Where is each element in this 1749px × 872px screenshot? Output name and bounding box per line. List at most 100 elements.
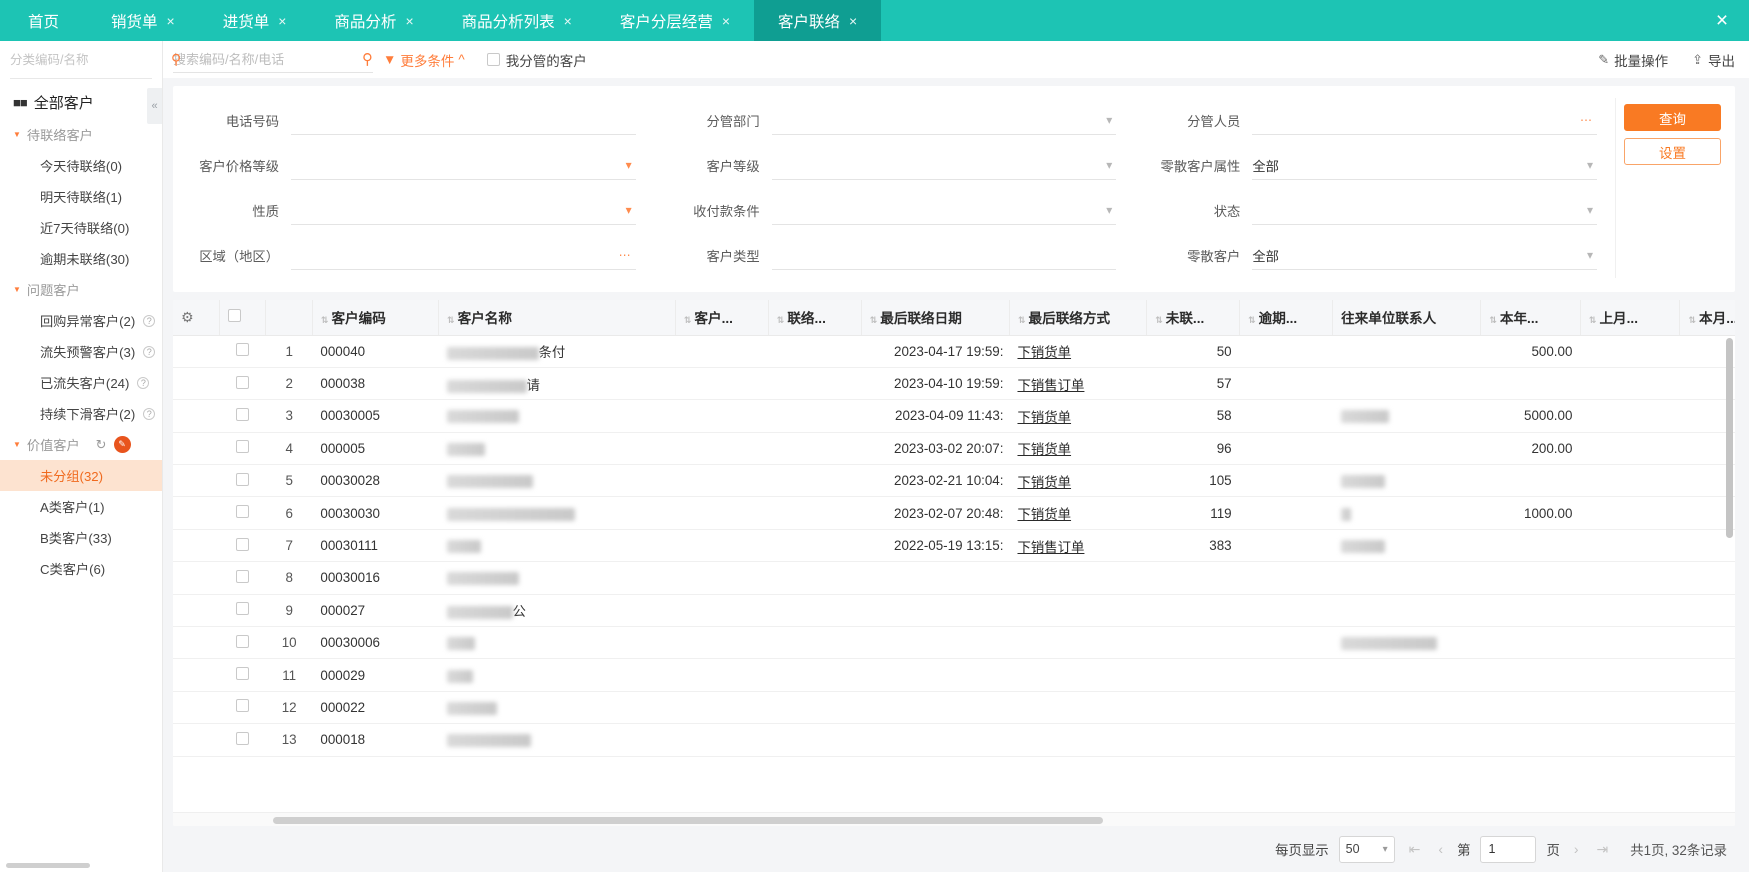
column-header-code[interactable]: ⇅ 客户编码 <box>312 300 440 336</box>
cell-last-contact-method[interactable]: 下销货单 <box>1009 464 1147 498</box>
sidebar-item-class-b[interactable]: B类客户(33) <box>0 522 162 553</box>
sidebar-horizontal-scrollbar[interactable] <box>6 863 90 868</box>
tab-close-icon[interactable]: × <box>278 12 287 29</box>
first-page-button[interactable]: ⇤ <box>1408 840 1421 857</box>
sidebar-search[interactable]: ⚲ <box>10 41 181 79</box>
tab-close-icon[interactable]: × <box>405 12 414 29</box>
row-checkbox-cell[interactable] <box>219 691 266 725</box>
filter-retail-attribute-select[interactable]: 全部 ▾ <box>1252 152 1597 180</box>
cell-last-contact-method[interactable] <box>1009 594 1147 628</box>
column-settings-header[interactable]: ⚙ <box>173 300 220 336</box>
row-checkbox-cell[interactable] <box>219 335 266 368</box>
sort-icon[interactable]: ⇅ <box>1248 315 1255 326</box>
tab-product-analysis-list[interactable]: 商品分析列表 × <box>438 0 596 41</box>
cell-last-contact-method[interactable] <box>1009 561 1147 595</box>
tab-sales-order[interactable]: 销货单 × <box>87 0 199 41</box>
column-header-last-contact-method[interactable]: ⇅ 最后联络方式 <box>1009 300 1148 336</box>
tab-product-analysis[interactable]: 商品分析 × <box>310 0 437 41</box>
table-horizontal-scrollbar-thumb[interactable] <box>273 817 1103 824</box>
help-icon[interactable]: ? <box>143 407 156 420</box>
help-icon[interactable]: ? <box>143 314 156 327</box>
cell-last-contact-method[interactable]: 下销售订单 <box>1009 367 1147 401</box>
checkbox-icon[interactable] <box>236 505 250 519</box>
tab-close-icon[interactable]: × <box>721 12 731 29</box>
row-checkbox-cell[interactable] <box>219 399 266 433</box>
edit-icon[interactable]: ✎ <box>113 436 131 453</box>
checkbox-icon[interactable] <box>236 602 250 616</box>
filter-customer-level-select[interactable]: ▾ <box>771 152 1117 180</box>
sidebar-group-problem-customers[interactable]: ▼ 问题客户 <box>0 274 162 305</box>
sort-icon[interactable]: ⇅ <box>1489 315 1496 326</box>
filter-customer-type-input[interactable] <box>771 242 1117 270</box>
checkbox-icon[interactable] <box>236 731 250 745</box>
sidebar-item-overdue-uncontacted[interactable]: 逾期未联络(30) <box>0 243 162 274</box>
column-header-this-year[interactable]: ⇅ 本年... <box>1480 300 1581 336</box>
sort-icon[interactable]: ⇅ <box>1688 315 1696 326</box>
column-header-last-contact-date[interactable]: ⇅ 最后联络日期 <box>861 300 1010 336</box>
help-icon[interactable]: ? <box>137 376 150 389</box>
cell-last-contact-method[interactable]: 下销售订单 <box>1009 529 1147 563</box>
checkbox-icon[interactable] <box>236 667 250 681</box>
window-close-icon[interactable]: × <box>1715 8 1729 32</box>
column-header-contact[interactable]: ⇅ 联络... <box>768 300 862 336</box>
row-checkbox-cell[interactable] <box>219 626 266 660</box>
row-checkbox-cell[interactable] <box>219 594 266 628</box>
sidebar-item-churn-warning[interactable]: 流失预警客户(3) ? <box>0 336 162 367</box>
filter-status-select[interactable]: ▾ <box>1252 197 1597 225</box>
column-header-customer[interactable]: ⇅ 客户... <box>675 300 769 336</box>
tab-close-icon[interactable]: × <box>166 12 175 29</box>
prev-page-button[interactable]: ‹ <box>1438 841 1444 857</box>
last-page-button[interactable]: ⇥ <box>1596 840 1609 857</box>
table-horizontal-scrollbar-track[interactable] <box>173 812 1735 826</box>
contact-method-link[interactable]: 下销货单 <box>1017 442 1072 458</box>
contact-method-link[interactable]: 下销售订单 <box>1017 377 1085 393</box>
checkbox-icon[interactable] <box>236 537 250 551</box>
tab-home[interactable]: 首页 <box>0 0 87 41</box>
sidebar-item-declining[interactable]: 持续下滑客户(2) ? <box>0 398 162 429</box>
more-conditions-button[interactable]: ▼ 更多条件 ^ <box>383 50 465 70</box>
per-page-select[interactable]: 50 ▾ <box>1338 835 1395 863</box>
sort-icon[interactable]: ⇅ <box>1155 315 1162 326</box>
filter-region-picker[interactable]: ⋯ <box>291 242 636 270</box>
checkbox-icon[interactable] <box>236 440 250 454</box>
select-all-header[interactable] <box>219 300 267 336</box>
contact-method-link[interactable]: 下销售订单 <box>1017 539 1085 555</box>
filter-payment-terms-select[interactable]: ▾ <box>771 197 1117 225</box>
export-button[interactable]: ⇪ 导出 <box>1692 50 1735 70</box>
sort-icon[interactable]: ⇅ <box>1588 315 1596 326</box>
table-vertical-scrollbar[interactable] <box>1726 338 1733 538</box>
cell-last-contact-method[interactable] <box>1009 626 1147 660</box>
page-number-input[interactable] <box>1480 835 1537 863</box>
filter-owner-picker[interactable]: ⋯ <box>1252 107 1597 135</box>
cell-last-contact-method[interactable] <box>1009 723 1147 757</box>
table-row[interactable]: 6 00030030 2023-02-07 20:48: 下销货单 119 1000.00… <box>173 496 1735 530</box>
contact-method-link[interactable]: 下销货单 <box>1017 507 1072 523</box>
cell-last-contact-method[interactable] <box>1009 658 1147 692</box>
tab-customer-contact[interactable]: 客户联络 × <box>754 0 882 41</box>
sidebar-group-pending-contact[interactable]: ▼ 待联络客户 <box>0 119 162 150</box>
help-icon[interactable]: ? <box>143 345 156 358</box>
sidebar-item-repurchase-abnormal[interactable]: 回购异常客户(2) ? <box>0 305 162 336</box>
cell-last-contact-method[interactable]: 下销货单 <box>1009 432 1147 466</box>
gear-icon[interactable]: ⚙ <box>181 308 194 325</box>
sidebar-item-all-customers[interactable]: ■■ 全部客户 <box>0 85 162 119</box>
cell-last-contact-method[interactable]: 下销货单 <box>1009 335 1147 368</box>
contact-method-link[interactable]: 下销货单 <box>1017 345 1072 361</box>
contact-method-link[interactable]: 下销货单 <box>1017 409 1072 425</box>
sidebar-collapse-icon[interactable]: « <box>147 88 162 124</box>
filter-price-level-select[interactable]: ▾ <box>291 152 636 180</box>
row-checkbox-cell[interactable] <box>219 464 266 498</box>
checkbox-icon[interactable] <box>486 53 500 66</box>
